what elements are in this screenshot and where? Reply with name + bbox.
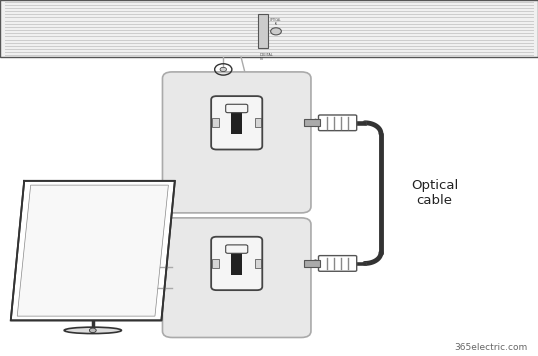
FancyBboxPatch shape (226, 104, 247, 112)
FancyBboxPatch shape (211, 237, 263, 290)
Bar (255, 259, 261, 268)
Text: OPTICAL
OUT: OPTICAL OUT (212, 294, 261, 315)
Bar (255, 118, 261, 127)
Bar (212, 118, 218, 127)
Text: 365electric.com: 365electric.com (454, 344, 527, 352)
Circle shape (220, 67, 226, 72)
Bar (231, 111, 242, 134)
Bar (0, 0, 538, 57)
Polygon shape (17, 185, 168, 316)
Ellipse shape (64, 327, 122, 334)
FancyBboxPatch shape (226, 245, 247, 253)
Bar (258, 14, 268, 48)
Polygon shape (11, 181, 175, 320)
Bar (355, 262, 366, 265)
FancyBboxPatch shape (162, 72, 311, 213)
Text: OPTICAL
IN: OPTICAL IN (212, 155, 261, 176)
Text: Optical
cable: Optical cable (411, 179, 458, 207)
Bar (212, 259, 218, 268)
Circle shape (89, 328, 96, 333)
FancyBboxPatch shape (318, 256, 357, 271)
Bar (304, 260, 320, 267)
FancyBboxPatch shape (162, 218, 311, 337)
FancyBboxPatch shape (318, 115, 357, 131)
Bar (355, 121, 366, 125)
Bar (231, 252, 242, 275)
Text: DIGITAL
IN: DIGITAL IN (260, 53, 274, 61)
FancyBboxPatch shape (211, 96, 263, 150)
Circle shape (271, 28, 281, 35)
Bar (304, 119, 320, 126)
Text: OPTICAL
IN: OPTICAL IN (270, 18, 282, 26)
